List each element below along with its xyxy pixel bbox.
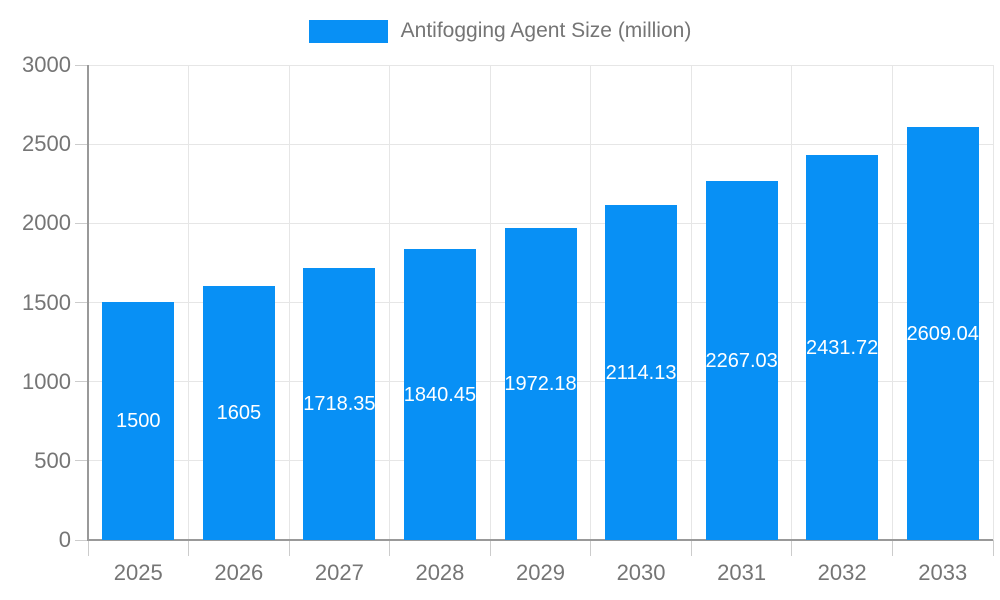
y-tick-label: 500 xyxy=(34,447,71,473)
vertical-gridline xyxy=(690,65,692,540)
y-axis-tick xyxy=(75,539,88,541)
x-axis-tick xyxy=(489,540,491,556)
x-axis-tick xyxy=(288,540,290,556)
y-axis-tick xyxy=(75,302,88,303)
bar-2030 xyxy=(605,205,678,540)
horizontal-gridline xyxy=(88,143,993,145)
x-axis-tick xyxy=(188,540,190,556)
x-axis-tick xyxy=(992,540,994,556)
bar-2026 xyxy=(202,286,275,540)
legend-swatch xyxy=(308,19,388,43)
x-axis-tick xyxy=(87,540,89,556)
x-tick-label: 2027 xyxy=(314,560,364,585)
x-axis-line xyxy=(87,539,993,541)
vertical-gridline xyxy=(891,65,893,540)
x-tick-label: 2029 xyxy=(516,560,565,585)
bar-value-label: 2267.03 xyxy=(705,349,778,372)
x-axis-tick xyxy=(590,540,592,556)
bar-value-label: 1605 xyxy=(216,402,262,424)
vertical-gridline xyxy=(188,65,190,540)
bar-2032 xyxy=(806,155,879,540)
horizontal-gridline xyxy=(88,64,993,66)
x-tick-label: 2030 xyxy=(616,560,666,585)
y-tick-label: 2500 xyxy=(22,131,71,157)
vertical-gridline xyxy=(791,65,793,540)
y-axis-tick xyxy=(75,222,88,224)
legend-label: Antifogging Agent Size (million) xyxy=(400,19,692,42)
bar-value-label: 1840.45 xyxy=(403,383,477,406)
x-tick-label: 2025 xyxy=(113,560,163,585)
bar-2031 xyxy=(705,181,778,540)
legend-item[interactable]: Antifogging Agent Size (million) xyxy=(0,19,1000,43)
vertical-gridline xyxy=(489,65,491,540)
y-axis-line xyxy=(87,65,89,540)
bar-value-label: 1972.18 xyxy=(504,373,577,395)
vertical-gridline xyxy=(992,65,994,540)
bar-value-label: 2431.72 xyxy=(806,336,879,359)
vertical-gridline xyxy=(389,65,391,540)
x-axis-tick xyxy=(791,540,793,556)
bar-2027 xyxy=(303,268,376,540)
y-axis-tick xyxy=(75,381,88,383)
horizontal-gridline xyxy=(88,222,993,224)
x-tick-label: 2026 xyxy=(214,560,264,585)
bar-2028 xyxy=(403,249,476,540)
bar-value-label: 1500 xyxy=(116,410,161,432)
vertical-gridline xyxy=(288,65,290,540)
bar-2025 xyxy=(102,302,175,540)
y-axis-tick xyxy=(75,143,88,145)
y-axis-tick xyxy=(75,460,88,462)
x-axis-tick xyxy=(891,540,893,556)
x-axis-tick xyxy=(690,540,692,556)
bar-2033 xyxy=(906,127,979,540)
bar-2029 xyxy=(504,228,577,540)
y-tick-label: 3000 xyxy=(22,52,71,77)
bar-value-label: 1718.35 xyxy=(303,393,376,415)
bar-value-label: 2609.04 xyxy=(906,322,979,345)
x-tick-label: 2033 xyxy=(918,560,968,585)
vertical-gridline xyxy=(590,65,592,540)
y-tick-label: 1000 xyxy=(22,368,71,394)
y-tick-label: 2000 xyxy=(22,210,71,236)
y-tick-label: 0 xyxy=(58,527,71,552)
x-tick-label: 2032 xyxy=(817,560,867,585)
x-tick-label: 2031 xyxy=(717,560,767,585)
x-tick-label: 2028 xyxy=(415,560,465,585)
bar-value-label: 2114.13 xyxy=(605,361,677,384)
y-axis-tick xyxy=(75,64,88,66)
y-tick-label: 1500 xyxy=(22,289,71,315)
x-axis-tick xyxy=(389,540,391,556)
